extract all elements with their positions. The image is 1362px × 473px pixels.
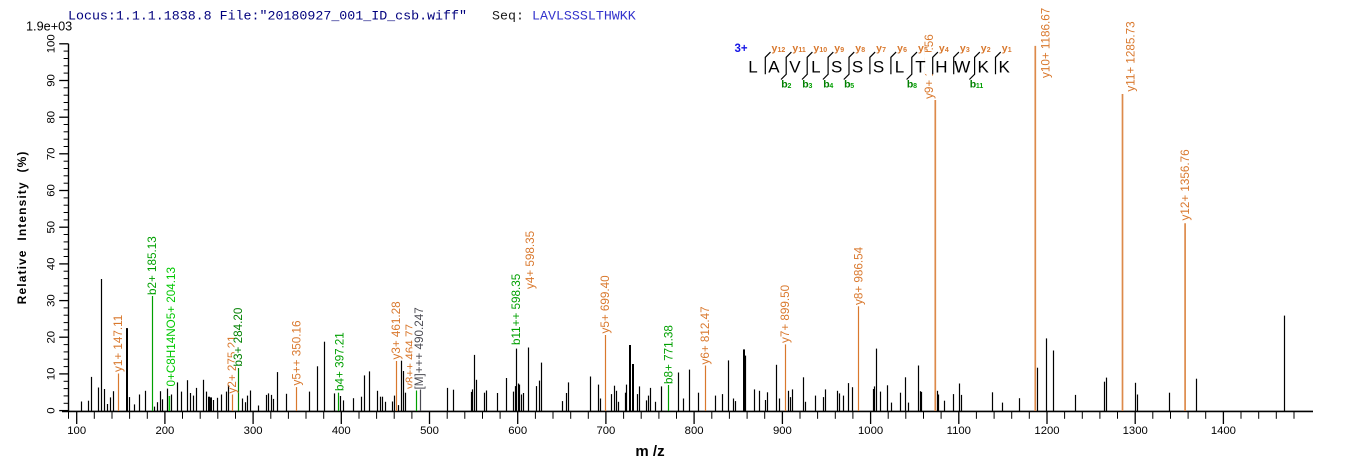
- svg-text:50: 50: [45, 221, 57, 234]
- svg-text:1100: 1100: [947, 425, 971, 437]
- svg-text:L: L: [748, 57, 757, 76]
- svg-text:S: S: [873, 57, 884, 76]
- svg-text:y: y: [981, 43, 987, 55]
- svg-text:L: L: [895, 57, 904, 76]
- svg-text:4: 4: [945, 47, 949, 54]
- svg-text:90: 90: [45, 74, 57, 87]
- svg-text:m /z: m /z: [635, 443, 664, 460]
- svg-text:900: 900: [773, 425, 792, 437]
- svg-text:y: y: [834, 43, 840, 55]
- svg-text:3: 3: [966, 47, 970, 54]
- svg-text:500: 500: [420, 425, 439, 437]
- svg-text:H: H: [935, 57, 947, 76]
- svg-text:600: 600: [508, 425, 527, 437]
- svg-text:y: y: [813, 43, 819, 55]
- svg-text:100: 100: [67, 425, 86, 437]
- svg-text:10: 10: [45, 368, 57, 381]
- svg-text:b: b: [844, 79, 850, 91]
- svg-text:3+: 3+: [735, 43, 748, 55]
- svg-text:K: K: [978, 57, 990, 76]
- svg-text:Relative Intensity (%): Relative Intensity (%): [15, 151, 29, 305]
- svg-text:y: y: [918, 43, 924, 55]
- svg-text:y10+ 1186.67: y10+ 1186.67: [1039, 8, 1052, 78]
- svg-text:y5++ 350.16: y5++ 350.16: [291, 321, 304, 386]
- svg-text:y12+ 1356.76: y12+ 1356.76: [1179, 149, 1192, 220]
- svg-text:0: 0: [45, 407, 57, 413]
- svg-text:100: 100: [45, 34, 57, 53]
- svg-text:Seq:: Seq:: [492, 9, 524, 24]
- svg-text:b: b: [781, 79, 787, 91]
- svg-text:1.9e+03: 1.9e+03: [26, 19, 72, 33]
- svg-text:7: 7: [882, 47, 886, 54]
- svg-text:60: 60: [45, 184, 57, 197]
- svg-text:1400: 1400: [1211, 425, 1236, 437]
- svg-text:2: 2: [788, 83, 792, 90]
- svg-text:y1+ 147.11: y1+ 147.11: [112, 315, 125, 372]
- svg-text:40: 40: [45, 258, 57, 271]
- svg-text:1000: 1000: [858, 425, 883, 437]
- svg-text:5: 5: [850, 83, 854, 90]
- svg-text:T: T: [915, 57, 925, 76]
- svg-text:b: b: [970, 79, 976, 91]
- svg-text:y4+ 598.35: y4+ 598.35: [524, 230, 537, 289]
- svg-text:1: 1: [1008, 47, 1012, 54]
- svg-text:V: V: [789, 57, 801, 76]
- svg-text:W: W: [954, 57, 970, 76]
- svg-text:S: S: [831, 57, 842, 76]
- svg-text:K: K: [999, 57, 1011, 76]
- svg-text:3: 3: [809, 83, 813, 90]
- svg-text:y: y: [960, 43, 966, 55]
- svg-text:y: y: [855, 43, 861, 55]
- svg-text:800: 800: [685, 425, 704, 437]
- svg-text:b2+ 185.13: b2+ 185.13: [146, 236, 159, 295]
- svg-text:b4+ 397.21: b4+ 397.21: [333, 332, 346, 391]
- svg-text:LAVLSSSLTHWKK: LAVLSSSLTHWKK: [532, 9, 636, 24]
- svg-text:70: 70: [45, 148, 57, 161]
- svg-text:5: 5: [924, 47, 928, 54]
- svg-text:y11+ 1285.73: y11+ 1285.73: [1124, 21, 1137, 91]
- svg-text:2: 2: [987, 47, 991, 54]
- svg-text:b3+ 284.20: b3+ 284.20: [232, 307, 245, 366]
- svg-text:12: 12: [778, 47, 786, 54]
- svg-text:8: 8: [861, 47, 865, 54]
- svg-text:y8+ 986.54: y8+ 986.54: [852, 246, 865, 305]
- svg-text:6: 6: [903, 47, 907, 54]
- svg-text:1300: 1300: [1123, 425, 1148, 437]
- svg-text:y: y: [897, 43, 903, 55]
- svg-text:[M]+++ 490.247: [M]+++ 490.247: [413, 307, 426, 389]
- svg-text:S: S: [852, 57, 863, 76]
- svg-text:11: 11: [976, 83, 984, 90]
- svg-text:80: 80: [45, 111, 57, 124]
- svg-text:y7+ 899.50: y7+ 899.50: [779, 284, 792, 343]
- svg-text:30: 30: [45, 294, 57, 307]
- svg-text:700: 700: [596, 425, 615, 437]
- svg-text:b: b: [823, 79, 829, 91]
- svg-text:Locus:1.1.1.1838.8 File:"20180: Locus:1.1.1.1838.8 File:"20180927_001_ID…: [68, 9, 467, 24]
- svg-text:y: y: [772, 43, 778, 55]
- svg-text:y: y: [939, 43, 945, 55]
- svg-text:300: 300: [244, 425, 263, 437]
- svg-text:L: L: [811, 57, 820, 76]
- svg-text:400: 400: [332, 425, 351, 437]
- svg-text:20: 20: [45, 331, 57, 344]
- svg-text:y: y: [1002, 43, 1008, 55]
- svg-text:y: y: [792, 43, 798, 55]
- svg-text:9: 9: [840, 47, 844, 54]
- svg-text:b8+ 771.38: b8+ 771.38: [662, 325, 675, 384]
- svg-text:y6+ 812.47: y6+ 812.47: [699, 306, 712, 364]
- svg-text:8: 8: [913, 83, 917, 90]
- svg-text:b: b: [802, 79, 808, 91]
- svg-text:b11++ 598.35: b11++ 598.35: [510, 273, 523, 345]
- svg-text:y3+ 461.28: y3+ 461.28: [390, 301, 403, 359]
- svg-text:y: y: [876, 43, 882, 55]
- svg-text:10: 10: [819, 47, 827, 54]
- svg-text:1200: 1200: [1034, 425, 1059, 437]
- svg-text:0+C8H14NO5+ 204.13: 0+C8H14NO5+ 204.13: [165, 267, 178, 387]
- svg-text:y5+ 699.40: y5+ 699.40: [599, 275, 612, 334]
- svg-text:200: 200: [155, 425, 174, 437]
- svg-text:A: A: [768, 57, 780, 76]
- svg-text:4: 4: [829, 83, 833, 90]
- svg-text:b: b: [907, 79, 913, 91]
- svg-text:11: 11: [798, 47, 806, 54]
